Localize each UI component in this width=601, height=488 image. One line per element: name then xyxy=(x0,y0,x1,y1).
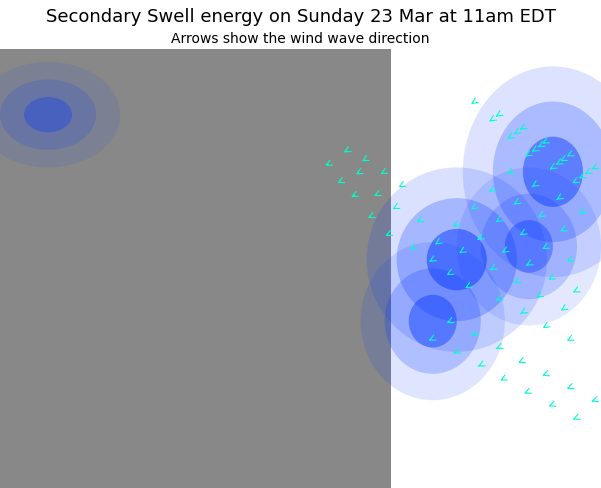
Ellipse shape xyxy=(0,80,96,150)
Ellipse shape xyxy=(361,242,505,400)
Bar xyxy=(0,49,391,488)
Text: Arrows show the wind wave direction: Arrows show the wind wave direction xyxy=(171,32,430,46)
Ellipse shape xyxy=(523,137,583,207)
Ellipse shape xyxy=(24,97,72,132)
Ellipse shape xyxy=(463,66,601,277)
Ellipse shape xyxy=(493,102,601,242)
Ellipse shape xyxy=(481,194,577,299)
Ellipse shape xyxy=(0,62,120,167)
Ellipse shape xyxy=(385,268,481,374)
Ellipse shape xyxy=(427,229,487,290)
Text: Secondary Swell energy on Sunday 23 Mar at 11am EDT: Secondary Swell energy on Sunday 23 Mar … xyxy=(46,8,555,26)
Ellipse shape xyxy=(397,198,517,321)
Ellipse shape xyxy=(457,167,601,325)
Ellipse shape xyxy=(505,220,553,273)
Ellipse shape xyxy=(367,167,547,352)
Ellipse shape xyxy=(409,295,457,347)
